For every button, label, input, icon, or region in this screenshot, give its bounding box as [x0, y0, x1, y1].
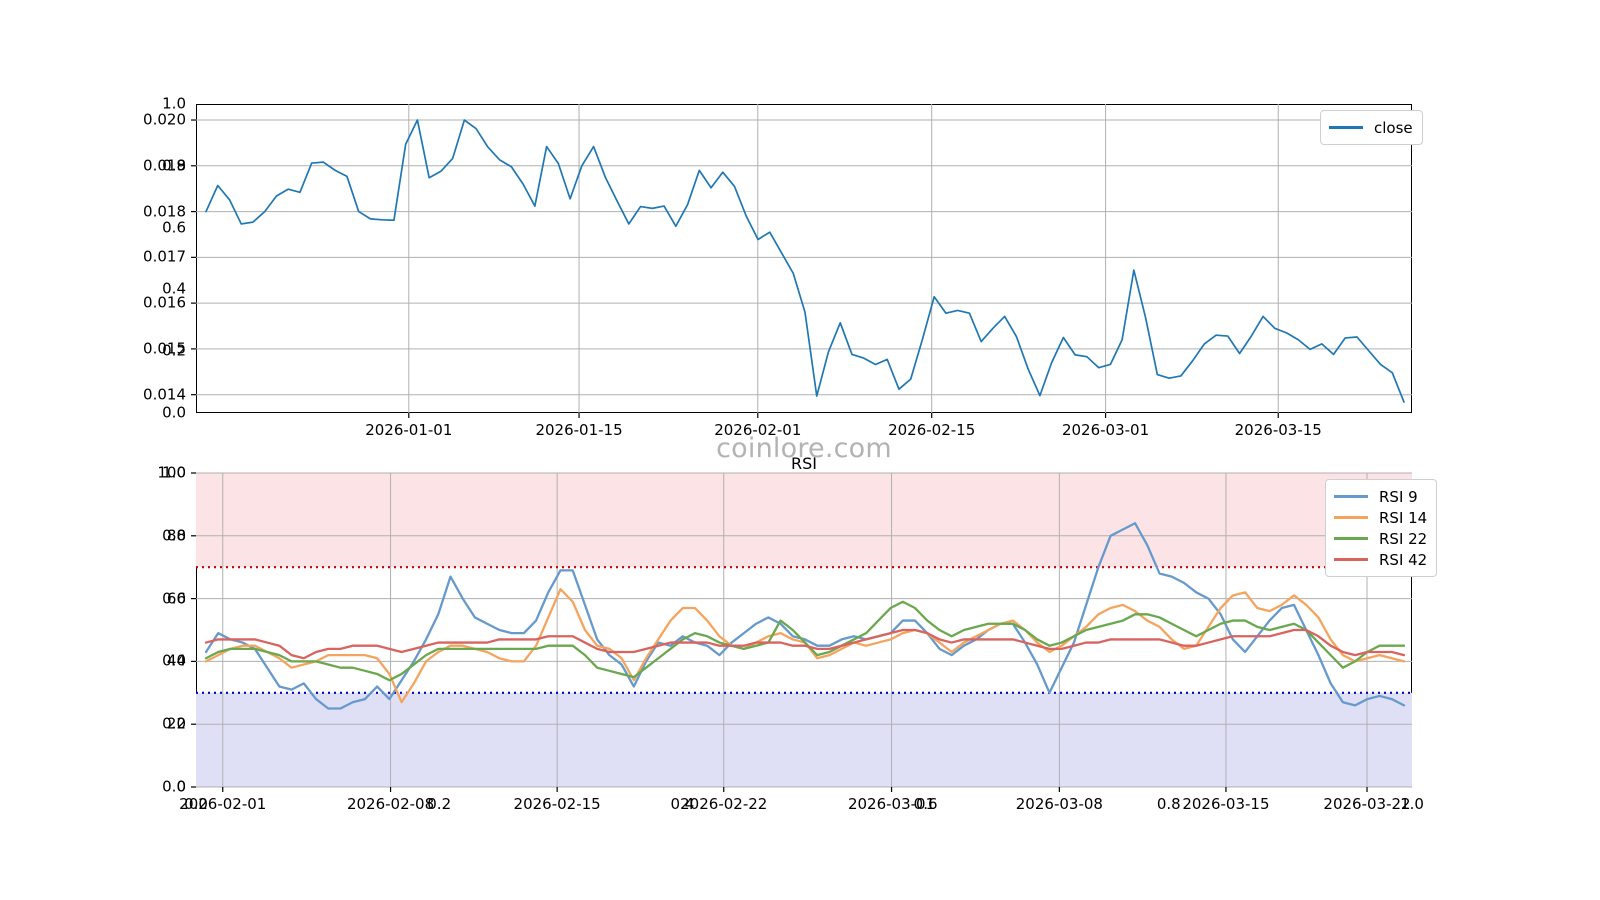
rsi-ghost-xtick-5: 1.0 [1400, 795, 1424, 813]
rsi-legend-item-0[interactable]: RSI 9 [1334, 486, 1427, 507]
rsi-legend-item-1[interactable]: RSI 14 [1334, 507, 1427, 528]
price-xtick-0: 2026-01-01 [365, 421, 453, 439]
legend-line-swatch-icon [1334, 516, 1368, 519]
rsi-xtick-6: 2026-03-15 [1182, 795, 1270, 813]
price-ghost-ytick-1: 0.2 [162, 341, 186, 360]
legend-line-swatch-icon [1329, 126, 1363, 129]
price-ytick-1: 0.015 [143, 339, 186, 358]
price-ytick-4: 0.018 [143, 202, 186, 221]
rsi-legend-item-2[interactable]: RSI 22 [1334, 528, 1427, 549]
watermark-coinlore: coinlore.com [716, 433, 892, 464]
rsi-legend-label: RSI 42 [1379, 550, 1428, 569]
rsi-xtick-5: 2026-03-08 [1015, 795, 1103, 813]
price-legend-item-0[interactable]: close [1329, 117, 1413, 138]
price-ytick-5: 0.019 [143, 156, 186, 175]
price-chart-legend[interactable]: close [1320, 110, 1423, 145]
rsi-xtick-0: 2026-02-01 [179, 795, 267, 813]
rsi-ghost-ytick-3: 0.6 [162, 589, 186, 608]
price-chart-axes [196, 104, 1412, 413]
price-ytick-0: 0.014 [143, 385, 186, 404]
rsi-ghost-ytick-2: 0.4 [162, 651, 186, 670]
rsi-ghost-xtick-3: 0.6 [913, 795, 938, 813]
price-ghost-ytick-4: 0.8 [162, 156, 186, 175]
price-ytick-3: 0.017 [143, 247, 186, 266]
price-xtick-4: 2026-03-01 [1061, 421, 1150, 439]
price-ytick-2: 0.016 [143, 293, 186, 312]
rsi-legend-item-3[interactable]: RSI 42 [1334, 549, 1427, 570]
rsi-ghost-ytick-5: 1.0 [162, 463, 186, 482]
rsi-ytick-4: 80 [166, 526, 186, 545]
rsi-ytick-0: 0 [176, 777, 186, 796]
rsi-ytick-3: 60 [166, 589, 186, 608]
price-xtick-5: 2026-03-15 [1234, 421, 1322, 439]
legend-line-swatch-icon [1334, 558, 1368, 561]
rsi-legend-label: RSI 9 [1379, 487, 1418, 506]
price-ghost-ytick-0: 0.0 [162, 403, 186, 422]
rsi-legend-label: RSI 22 [1379, 529, 1428, 548]
price-legend-label: close [1374, 118, 1413, 137]
rsi-ghost-xtick-1: 0.2 [427, 795, 452, 813]
price-xtick-3: 2026-02-15 [888, 421, 976, 439]
rsi-xtick-1: 2026-02-08 [346, 795, 435, 813]
rsi-chart-legend[interactable]: RSI 9 RSI 14 RSI 22 RSI 42 [1325, 479, 1438, 577]
rsi-ytick-1: 20 [166, 714, 186, 733]
rsi-ghost-ytick-4: 0.8 [162, 526, 186, 545]
rsi-xtick-4: 2026-03-01 [847, 795, 936, 813]
rsi-legend-label: RSI 14 [1379, 508, 1428, 527]
rsi-ytick-5: 100 [157, 463, 186, 482]
price-ghost-ytick-5: 1.0 [162, 94, 186, 113]
legend-line-swatch-icon [1334, 537, 1368, 540]
rsi-ghost-xtick-4: 0.8 [1156, 795, 1181, 813]
rsi-panel-title: RSI [791, 454, 817, 473]
price-xtick-2: 2026-02-01 [714, 421, 802, 439]
rsi-ghost-ytick-0: 0.0 [162, 777, 186, 796]
legend-line-swatch-icon [1334, 495, 1368, 498]
price-ytick-6: 0.020 [143, 110, 186, 129]
rsi-xtick-7: 2026-03-22 [1323, 795, 1411, 813]
price-ghost-ytick-3: 0.6 [162, 218, 186, 237]
rsi-xtick-3: 2026-02-22 [680, 795, 768, 813]
rsi-ghost-xtick-2: 0.4 [670, 795, 695, 813]
price-chart-plot [191, 104, 1412, 418]
rsi-ytick-2: 40 [166, 651, 186, 670]
price-ghost-ytick-2: 0.4 [162, 279, 186, 298]
price-xtick-1: 2026-01-15 [535, 421, 623, 439]
rsi-chart-plot [191, 472, 1412, 792]
rsi-ghost-ytick-1: 0.2 [162, 714, 186, 733]
rsi-ghost-xtick-0: 0.0 [184, 795, 208, 813]
rsi-xtick-2: 2026-02-15 [513, 795, 601, 813]
